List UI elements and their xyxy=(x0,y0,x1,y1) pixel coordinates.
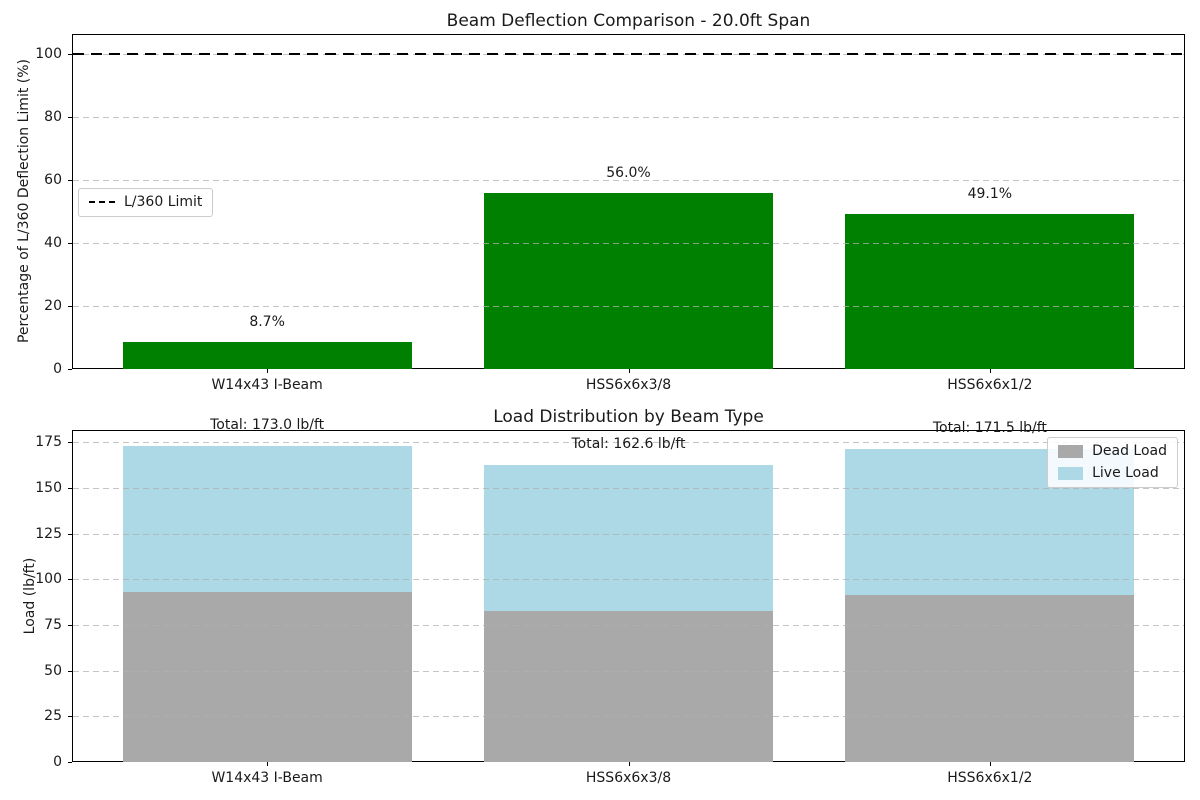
legend-item-dead-load: Dead Load xyxy=(1058,443,1167,460)
y-tick-label: 0 xyxy=(53,361,62,377)
gridline xyxy=(73,116,1184,118)
x-tick-mark xyxy=(628,762,630,766)
y-tick-label: 75 xyxy=(44,616,62,633)
y-tick-label: 40 xyxy=(44,234,62,251)
gridline xyxy=(73,533,1184,535)
bar-value-label: 56.0% xyxy=(606,164,651,181)
y-tick-label: 150 xyxy=(35,479,62,496)
gridline xyxy=(73,716,1184,718)
legend-label: Live Load xyxy=(1092,465,1159,481)
x-tick-label: W14x43 I-Beam xyxy=(211,770,323,786)
legend-patch-icon xyxy=(1058,445,1084,458)
chart-title-deflection: Beam Deflection Comparison - 20.0ft Span xyxy=(446,11,811,31)
x-tick-mark xyxy=(989,762,991,766)
gridline xyxy=(73,670,1184,672)
y-tick-mark xyxy=(68,242,72,244)
x-tick-mark xyxy=(989,369,991,373)
dead-load-segment-hss6x6x3-8 xyxy=(484,611,773,762)
legend-item-l-360-limit: L/360 Limit xyxy=(89,194,202,211)
y-tick-mark xyxy=(68,179,72,181)
x-tick-label: HSS6x6x3/8 xyxy=(585,377,672,393)
y-tick-label: 80 xyxy=(44,108,62,125)
legend-item-live-load: Live Load xyxy=(1058,465,1167,482)
live-load-segment-hss6x6x3-8 xyxy=(484,464,773,612)
y-tick-label: 100 xyxy=(35,571,62,588)
bar-value-label: 8.7% xyxy=(249,313,285,330)
legend-label: Dead Load xyxy=(1092,443,1167,459)
legend-patch-icon xyxy=(1058,467,1084,480)
y-tick-label: 0 xyxy=(53,754,62,770)
gridline xyxy=(73,242,1184,244)
gridline xyxy=(73,442,1184,444)
y-tick-mark xyxy=(68,762,72,763)
total-label: Total: 162.6 lb/ft xyxy=(571,435,686,452)
dead-load-segment-w14x43-i-beam xyxy=(122,592,412,762)
dead-load-segment-hss6x6x1-2 xyxy=(845,594,1135,762)
x-tick-label: W14x43 I-Beam xyxy=(211,377,323,393)
y-tick-mark xyxy=(68,579,72,581)
x-tick-mark xyxy=(628,369,630,373)
bar-value-label: 49.1% xyxy=(967,186,1013,203)
chart-title-load: Load Distribution by Beam Type xyxy=(493,407,764,427)
y-tick-label: 125 xyxy=(35,525,62,542)
legend-label: L/360 Limit xyxy=(124,193,203,210)
y-tick-mark xyxy=(68,53,72,55)
bar-w14x43-i-beam xyxy=(122,341,412,369)
y-tick-label: 20 xyxy=(44,297,62,314)
total-label: Total: 173.0 lb/ft xyxy=(210,416,325,433)
bar-hss6x6x1-2 xyxy=(845,214,1135,369)
x-tick-label: HSS6x6x3/8 xyxy=(585,770,672,786)
x-tick-mark xyxy=(267,762,269,766)
y-tick-mark xyxy=(68,670,72,672)
y-tick-mark xyxy=(68,624,72,626)
legend: L/360 Limit xyxy=(78,187,214,217)
y-tick-mark xyxy=(68,487,72,489)
x-tick-label: HSS6x6x1/2 xyxy=(947,770,1033,786)
y-tick-mark xyxy=(68,533,72,535)
gridline xyxy=(73,305,1184,307)
live-load-segment-w14x43-i-beam xyxy=(122,445,412,592)
y-tick-mark xyxy=(68,442,72,444)
gridline xyxy=(73,624,1184,626)
y-axis-label-deflection: Percentage of L/360 Deflection Limit (%) xyxy=(16,59,32,344)
y-tick-label: 100 xyxy=(35,45,62,62)
legend-dash-icon xyxy=(89,201,115,203)
legend: Dead Load Live Load xyxy=(1047,437,1178,488)
y-tick-label: 50 xyxy=(44,662,62,679)
total-label: Total: 171.5 lb/ft xyxy=(932,419,1047,436)
x-tick-mark xyxy=(267,369,269,373)
x-tick-label: HSS6x6x1/2 xyxy=(947,377,1033,393)
y-tick-mark xyxy=(68,116,72,118)
bar-hss6x6x3-8 xyxy=(484,192,773,369)
y-tick-label: 60 xyxy=(44,171,62,188)
gridline xyxy=(73,179,1184,181)
gridline xyxy=(73,579,1184,581)
y-tick-mark xyxy=(68,305,72,307)
limit-line xyxy=(73,52,1184,55)
y-tick-mark xyxy=(68,369,72,370)
gridline xyxy=(73,487,1184,489)
y-tick-label: 175 xyxy=(35,434,62,451)
y-tick-label: 25 xyxy=(44,708,62,725)
y-tick-mark xyxy=(68,716,72,718)
